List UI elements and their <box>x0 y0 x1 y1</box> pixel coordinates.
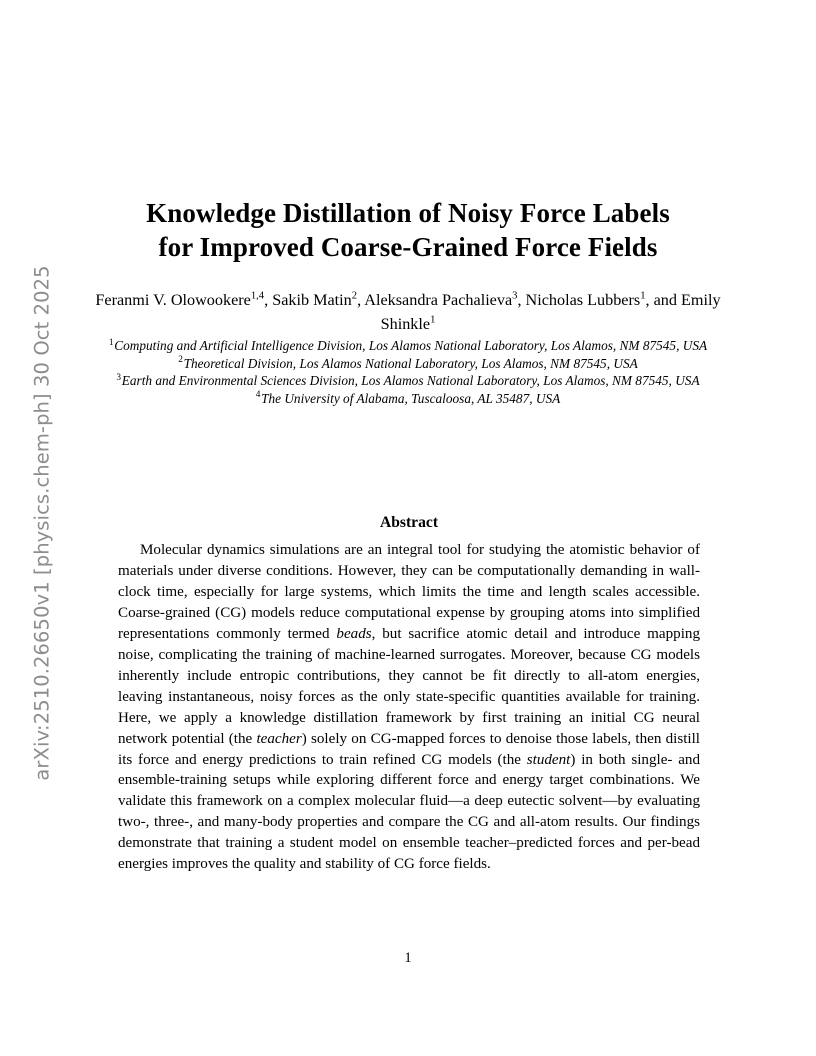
author-affiliation-mark: 1 <box>430 314 436 326</box>
author-affiliation-mark: 1,4 <box>250 290 265 302</box>
affiliation-mark: 4 <box>255 390 261 401</box>
author-separator: , and <box>645 291 681 309</box>
author-name: Sakib Matin <box>272 291 352 309</box>
affiliation-text: The University of Alabama, Tuscaloosa, A… <box>261 390 561 406</box>
abstract-emphasis-teacher: teacher <box>256 730 302 747</box>
paper-title-line-2: for Improved Coarse-Grained Force Fields <box>158 231 658 262</box>
author-name: Feranmi V. Olowookere <box>95 291 251 309</box>
arxiv-stamp-text: arXiv:2510.26650v1 [physics.chem-ph] 30 … <box>30 264 54 781</box>
affiliation-text: Theoretical Division, Los Alamos Nationa… <box>183 355 638 371</box>
affiliation-list: 1Computing and Artificial Intelligence D… <box>78 337 738 407</box>
abstract-text-part-4: ) in both single- and ensemble-training … <box>118 751 701 873</box>
abstract-text-part-3: ) solely on CG-mapped forces to denoise … <box>118 730 701 768</box>
page-number: 1 <box>404 950 412 966</box>
affiliation-mark: 3 <box>116 372 122 383</box>
affiliation-item: 1Computing and Artificial Intelligence D… <box>78 337 738 355</box>
affiliation-item: 4The University of Alabama, Tuscaloosa, … <box>78 390 738 408</box>
abstract-body: Molecular dynamics simulations are an in… <box>118 540 700 875</box>
author-name: Emily Shinkle <box>380 291 721 333</box>
author-affiliation-mark: 1 <box>640 290 646 302</box>
author-affiliation-mark: 2 <box>351 290 358 302</box>
abstract-emphasis-beads: beads <box>336 625 372 642</box>
affiliation-item: 3Earth and Environmental Sciences Divisi… <box>78 372 738 390</box>
abstract-text-part-1: Molecular dynamics simulations are an in… <box>118 542 700 642</box>
abstract-text-part-2: , but sacrifice atomic detail and introd… <box>118 625 700 747</box>
page-title: Knowledge Distillation of Noisy Force La… <box>92 197 724 264</box>
arxiv-stamp: arXiv:2510.26650v1 [physics.chem-ph] 30 … <box>25 240 59 805</box>
author-name: Aleksandra Pachalieva <box>364 291 513 309</box>
author-separator: , <box>357 291 365 309</box>
affiliation-text: Earth and Environmental Sciences Divisio… <box>121 373 700 389</box>
affiliation-mark: 2 <box>178 355 183 366</box>
abstract-emphasis-student: student <box>526 751 571 768</box>
author-list: Feranmi V. Olowookere1,4, Sakib Matin2 , … <box>92 288 724 336</box>
author-name: Nicholas Lubbers <box>525 291 641 309</box>
author-separator: , <box>264 291 273 309</box>
paper-title-line-1: Knowledge Distillation of Noisy Force La… <box>146 198 670 228</box>
author-separator: , <box>517 291 526 309</box>
author-affiliation-mark: 3 <box>512 290 518 302</box>
affiliation-mark: 1 <box>108 337 114 348</box>
affiliation-text: Computing and Artificial Intelligence Di… <box>114 338 708 353</box>
abstract-heading: Abstract <box>379 514 439 531</box>
affiliation-item: 2Theoretical Division, Los Alamos Nation… <box>78 355 738 373</box>
